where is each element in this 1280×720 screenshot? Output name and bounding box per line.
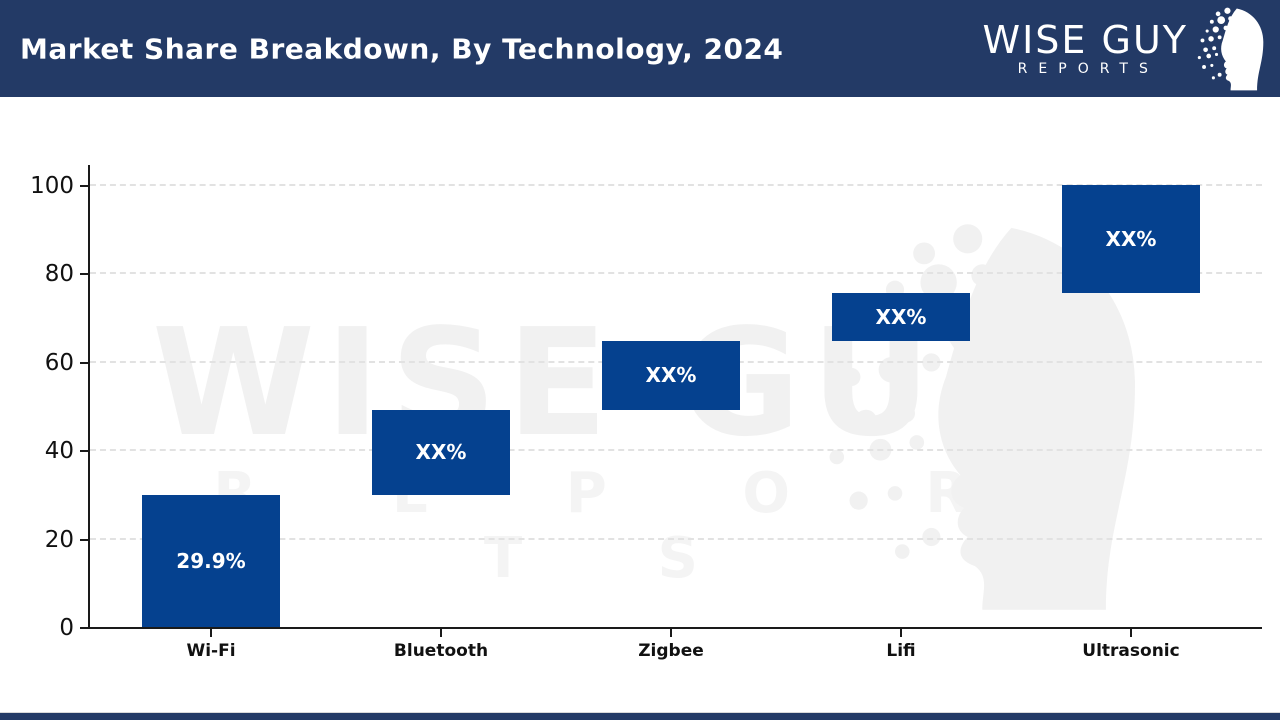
- y-tick-label-0: 0: [59, 615, 74, 641]
- bar-value-label: XX%: [415, 440, 467, 465]
- plot-area: 29.9% XX% XX% XX% XX%: [90, 184, 1262, 627]
- wiseguy-face-icon: [1197, 7, 1264, 91]
- x-tick-label-lifi: Lifi: [886, 641, 916, 661]
- x-tick-mark-1: [210, 629, 212, 637]
- footer-divider: [0, 712, 1280, 713]
- y-axis-line: [88, 165, 90, 627]
- y-tick-mark-80: [80, 273, 89, 276]
- bar-value-label: XX%: [645, 363, 697, 388]
- y-tick-mark-60: [80, 361, 89, 364]
- bar-wi-fi: 29.9%: [142, 494, 280, 627]
- gridline-80: [90, 272, 1262, 275]
- x-tick-label-bluetooth: Bluetooth: [393, 641, 489, 661]
- page-title: Market Share Breakdown, By Technology, 2…: [20, 32, 784, 65]
- y-tick-label-100: 100: [30, 173, 74, 199]
- y-tick-mark-0: [80, 627, 89, 629]
- bar-zigbee: XX%: [602, 340, 740, 410]
- y-tick-label-40: 40: [44, 438, 74, 465]
- y-tick-mark-20: [80, 538, 89, 541]
- x-tick-label-zigbee: Zigbee: [638, 641, 704, 661]
- x-tick-mark-5: [1130, 629, 1132, 637]
- x-tick-mark-2: [440, 629, 442, 637]
- bar-bluetooth: XX%: [372, 409, 510, 495]
- gridline-20: [90, 537, 1262, 540]
- bar-value-label: 29.9%: [176, 548, 246, 573]
- x-tick-label-wi-fi: Wi-Fi: [186, 641, 236, 661]
- y-tick-label-80: 80: [44, 261, 74, 288]
- x-tick-label-ultrasonic: Ultrasonic: [1082, 641, 1180, 661]
- logo-subtitle: REPORTS: [1017, 61, 1159, 78]
- logo-title: WISE GUY: [982, 17, 1188, 62]
- x-tick-mark-3: [670, 629, 672, 637]
- footer-bar: [0, 713, 1280, 720]
- gridline-40: [90, 449, 1262, 452]
- y-tick-label-60: 60: [44, 349, 74, 376]
- bar-value-label: XX%: [875, 304, 927, 329]
- gridline-100: [90, 184, 1262, 186]
- chart-area: WISE GUY R E P O R T S 29.9% XX% XX% XX% XX%…: [0, 97, 1280, 713]
- header: Market Share Breakdown, By Technology, 2…: [0, 0, 1280, 97]
- y-tick-label-20: 20: [44, 526, 74, 553]
- bar-ultrasonic: XX%: [1062, 185, 1200, 293]
- bar-value-label: XX%: [1105, 226, 1157, 251]
- logo-wordmark: WISE GUY REPORTS: [982, 17, 1188, 78]
- x-axis-line: [88, 627, 1262, 629]
- y-tick-mark-40: [80, 450, 89, 453]
- x-tick-mark-4: [900, 629, 902, 637]
- y-tick-mark-100: [80, 185, 89, 187]
- wiseguy-logo: WISE GUY REPORTS: [983, 4, 1268, 94]
- bar-lifi: XX%: [832, 292, 970, 341]
